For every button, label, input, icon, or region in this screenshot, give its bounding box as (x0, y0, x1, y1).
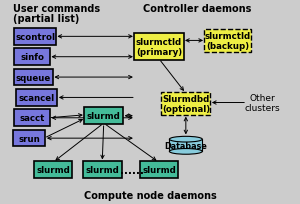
FancyBboxPatch shape (34, 162, 72, 178)
Bar (169, 140, 202, 152)
Text: sacct: sacct (20, 114, 45, 123)
Text: Controller daemons: Controller daemons (142, 4, 251, 14)
Text: slurmctld
(primary): slurmctld (primary) (136, 38, 182, 57)
FancyBboxPatch shape (14, 69, 53, 86)
FancyBboxPatch shape (140, 162, 178, 178)
Text: slurmd: slurmd (142, 165, 176, 174)
Text: slurmd: slurmd (85, 165, 119, 174)
FancyBboxPatch shape (14, 110, 50, 126)
Text: sinfo: sinfo (20, 53, 44, 62)
Text: scancel: scancel (19, 93, 55, 102)
Text: slurmd: slurmd (36, 165, 70, 174)
FancyBboxPatch shape (84, 108, 123, 124)
Text: slurmd: slurmd (87, 112, 121, 121)
Text: Database: Database (164, 141, 207, 150)
Text: slurmctld
(backup): slurmctld (backup) (205, 32, 251, 51)
FancyBboxPatch shape (205, 30, 251, 52)
Text: Compute node daemons: Compute node daemons (84, 190, 217, 200)
Text: squeue: squeue (16, 73, 51, 82)
Text: scontrol: scontrol (15, 33, 55, 42)
Text: Other
clusters: Other clusters (244, 93, 280, 113)
Ellipse shape (169, 149, 202, 154)
FancyBboxPatch shape (83, 162, 122, 178)
FancyBboxPatch shape (13, 130, 46, 147)
Text: srun: srun (18, 134, 40, 143)
FancyBboxPatch shape (161, 93, 211, 115)
Text: User commands: User commands (13, 4, 100, 14)
FancyBboxPatch shape (16, 90, 57, 106)
Text: Slurmdbd
(optional): Slurmdbd (optional) (162, 94, 210, 114)
Text: ......: ...... (120, 165, 144, 175)
Text: (partial list): (partial list) (13, 14, 79, 24)
FancyBboxPatch shape (14, 29, 56, 45)
FancyBboxPatch shape (134, 34, 184, 60)
Ellipse shape (169, 137, 202, 142)
FancyBboxPatch shape (14, 49, 50, 66)
